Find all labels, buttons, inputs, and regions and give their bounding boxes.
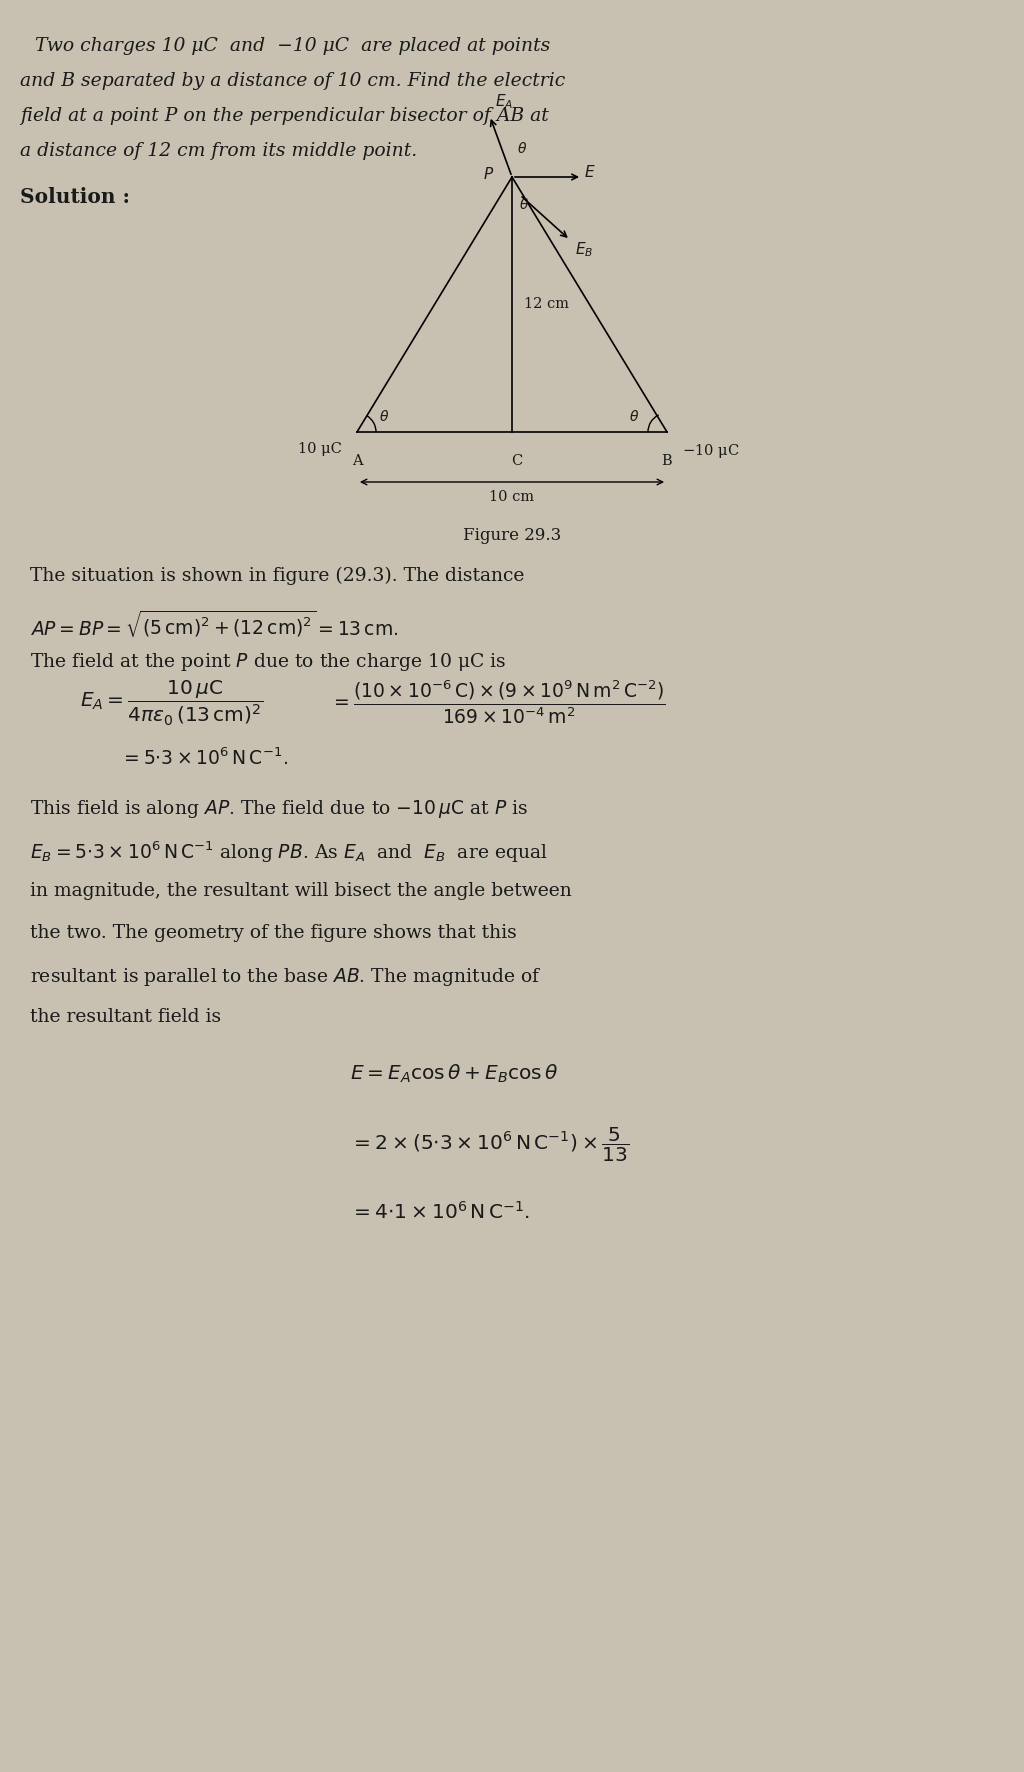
Text: This field is along $AP$. The field due to $-10\,\mu\mathrm{C}$ at $P$ is: This field is along $AP$. The field due … bbox=[30, 797, 528, 820]
Text: 10 μC: 10 μC bbox=[298, 441, 342, 455]
Text: $E$: $E$ bbox=[584, 165, 596, 181]
Text: the resultant field is: the resultant field is bbox=[30, 1008, 221, 1026]
Text: $AP = BP = \sqrt{(5\,\mathrm{cm})^2 + (12\,\mathrm{cm})^2} = 13\,\mathrm{cm}.$: $AP = BP = \sqrt{(5\,\mathrm{cm})^2 + (1… bbox=[30, 610, 398, 640]
Text: $= 4{\cdot}1 \times 10^6\,\mathrm{N\,C^{-1}}.$: $= 4{\cdot}1 \times 10^6\,\mathrm{N\,C^{… bbox=[350, 1201, 530, 1223]
Text: Solution :: Solution : bbox=[20, 188, 130, 207]
Text: $E = E_A \cos\theta + E_B \cos\theta$: $E = E_A \cos\theta + E_B \cos\theta$ bbox=[350, 1063, 558, 1084]
Text: $\theta$: $\theta$ bbox=[629, 409, 639, 425]
Text: and B separated by a distance of 10 cm. Find the electric: and B separated by a distance of 10 cm. … bbox=[20, 73, 565, 90]
Text: $P$: $P$ bbox=[483, 167, 494, 183]
Text: The field at the point $P$ due to the charge 10 μC is: The field at the point $P$ due to the ch… bbox=[30, 650, 507, 673]
Text: $\theta$: $\theta$ bbox=[519, 197, 529, 213]
Text: resultant is parallel to the base $AB$. The magnitude of: resultant is parallel to the base $AB$. … bbox=[30, 966, 542, 989]
Text: $= 2 \times (5{\cdot}3 \times 10^6\,\mathrm{N\,C^{-1}}) \times \dfrac{5}{13}$: $= 2 \times (5{\cdot}3 \times 10^6\,\mat… bbox=[350, 1125, 630, 1164]
Text: $= \dfrac{(10 \times 10^{-6}\,\mathrm{C}) \times (9 \times 10^9\,\mathrm{N\,m^2\: $= \dfrac{(10 \times 10^{-6}\,\mathrm{C}… bbox=[330, 679, 666, 727]
Text: $\theta$: $\theta$ bbox=[517, 142, 527, 156]
Text: 10 cm: 10 cm bbox=[489, 491, 535, 503]
Text: $E_A$: $E_A$ bbox=[495, 92, 513, 112]
Text: C: C bbox=[511, 454, 522, 468]
Text: field at a point P on the perpendicular bisector of AB at: field at a point P on the perpendicular … bbox=[20, 106, 549, 126]
Text: Two charges 10 μC  and  −10 μC  are placed at points: Two charges 10 μC and −10 μC are placed … bbox=[35, 37, 550, 55]
Text: a distance of 12 cm from its middle point.: a distance of 12 cm from its middle poin… bbox=[20, 142, 417, 159]
Text: The situation is shown in figure (29.3). The distance: The situation is shown in figure (29.3).… bbox=[30, 567, 524, 585]
Text: $E_B$: $E_B$ bbox=[575, 239, 593, 259]
Text: $= 5{\cdot}3 \times 10^6\,\mathrm{N\,C^{-1}}.$: $= 5{\cdot}3 \times 10^6\,\mathrm{N\,C^{… bbox=[120, 748, 288, 769]
Text: the two. The geometry of the figure shows that this: the two. The geometry of the figure show… bbox=[30, 923, 517, 943]
Text: $-$10 μC: $-$10 μC bbox=[682, 441, 739, 461]
Text: Figure 29.3: Figure 29.3 bbox=[463, 526, 561, 544]
Text: A: A bbox=[351, 454, 362, 468]
Text: B: B bbox=[662, 454, 673, 468]
Text: $E_A = \dfrac{10\,\mu\mathrm{C}}{4\pi\varepsilon_0\,(13\,\mathrm{cm})^2}$: $E_A = \dfrac{10\,\mu\mathrm{C}}{4\pi\va… bbox=[80, 679, 263, 728]
Text: $\theta$: $\theta$ bbox=[379, 409, 389, 425]
Text: $E_B = 5{\cdot}3 \times 10^6\,\mathrm{N\,C^{-1}}$ along $PB$. As $E_A$  and  $E_: $E_B = 5{\cdot}3 \times 10^6\,\mathrm{N\… bbox=[30, 840, 548, 865]
Text: in magnitude, the resultant will bisect the angle between: in magnitude, the resultant will bisect … bbox=[30, 882, 571, 900]
Text: 12 cm: 12 cm bbox=[524, 298, 569, 312]
